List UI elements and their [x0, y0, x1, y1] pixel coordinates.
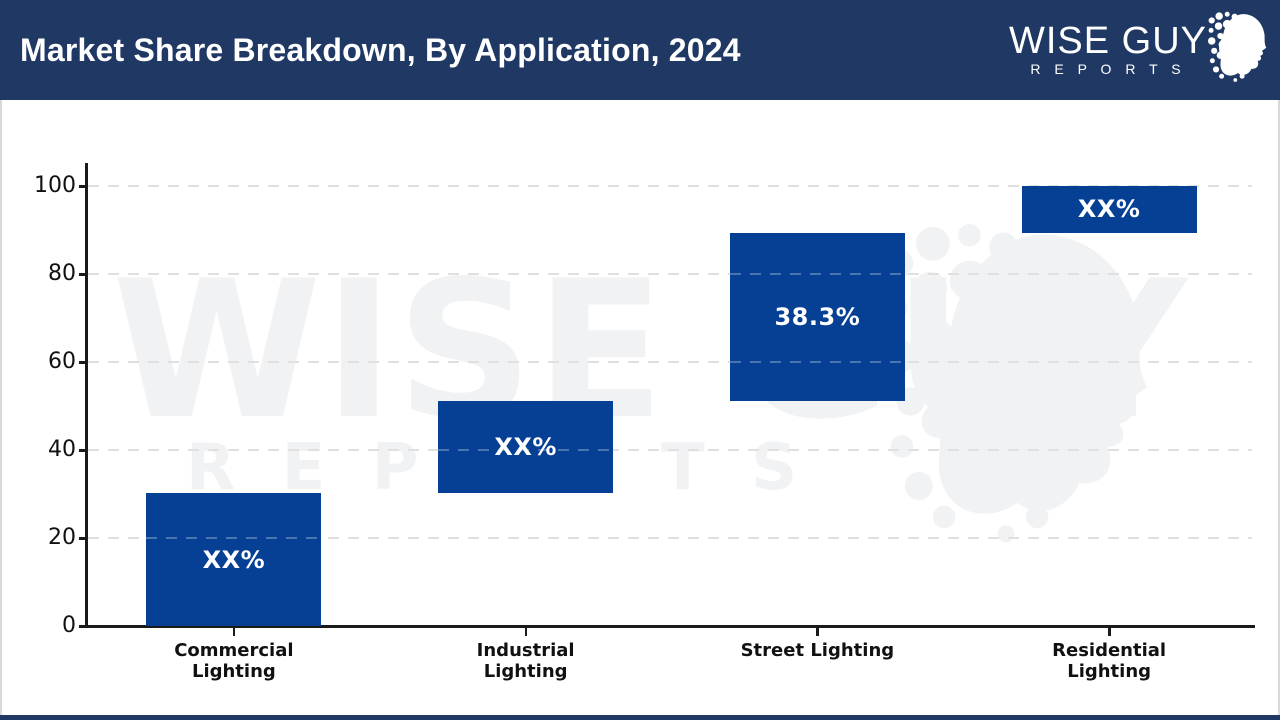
y-axis-tick-label: 80 [48, 261, 76, 286]
y-axis-tick-label: 0 [62, 613, 76, 638]
bar-commercial-lighting: XX% [146, 493, 322, 626]
gridline [88, 361, 1252, 363]
gridline [88, 537, 1252, 539]
y-axis-tick-label: 60 [48, 349, 76, 374]
y-axis-tick-label: 40 [48, 437, 76, 462]
x-axis-tick [816, 628, 819, 636]
y-axis-tick [79, 361, 86, 364]
y-axis-tick [79, 273, 86, 276]
wise-guy-reports-logo: WISE GUY R E P O R T S [1009, 8, 1270, 90]
logo-subtext: R E P O R T S [1030, 61, 1186, 77]
gridline-overlay [438, 448, 614, 451]
x-axis-tick [524, 628, 528, 636]
gridline [88, 449, 1252, 451]
logo-wordmark-block: WISE GUY R E P O R T S [1009, 21, 1207, 77]
gridline-overlay [146, 536, 322, 539]
x-axis-category-label: Commercial Lighting [174, 640, 294, 682]
y-axis-tick [79, 537, 86, 540]
bar-industrial-lighting: XX% [438, 401, 614, 494]
dotted-head-profile-icon [1208, 11, 1267, 82]
footer-bar [0, 715, 1280, 720]
chart-title: Market Share Breakdown, By Application, … [20, 31, 741, 68]
gridline-overlay [729, 360, 905, 363]
y-axis-tick [79, 185, 86, 188]
x-axis-line [85, 625, 1255, 628]
x-axis-tick [1108, 628, 1111, 636]
gridline-overlay [729, 272, 905, 275]
y-axis-line [85, 163, 88, 628]
y-axis-tick [79, 449, 86, 452]
x-axis-category-label: Residential Lighting [1052, 640, 1167, 682]
header-bar: Market Share Breakdown, By Application, … [0, 0, 1280, 100]
gridline [88, 273, 1252, 275]
gridline [88, 185, 1252, 187]
y-axis-tick-label: 100 [34, 173, 76, 198]
bar-value-label: XX% [494, 433, 557, 462]
x-axis-category-label: Industrial Lighting [476, 640, 575, 682]
bar-value-label: 38.3% [774, 302, 861, 331]
y-axis-tick-label: 20 [48, 525, 76, 550]
x-axis-category-label: Street Lighting [740, 640, 895, 661]
logo-wordmark: WISE GUY [1008, 20, 1207, 62]
y-axis-tick [79, 625, 86, 628]
bar-value-label: XX% [1077, 195, 1141, 224]
x-axis-tick [232, 628, 236, 636]
bar-value-label: XX% [202, 545, 266, 574]
chart-canvas [0, 100, 1280, 720]
bar-residential-lighting: XX% [1021, 186, 1197, 233]
bar-street-lighting: 38.3% [729, 232, 905, 402]
